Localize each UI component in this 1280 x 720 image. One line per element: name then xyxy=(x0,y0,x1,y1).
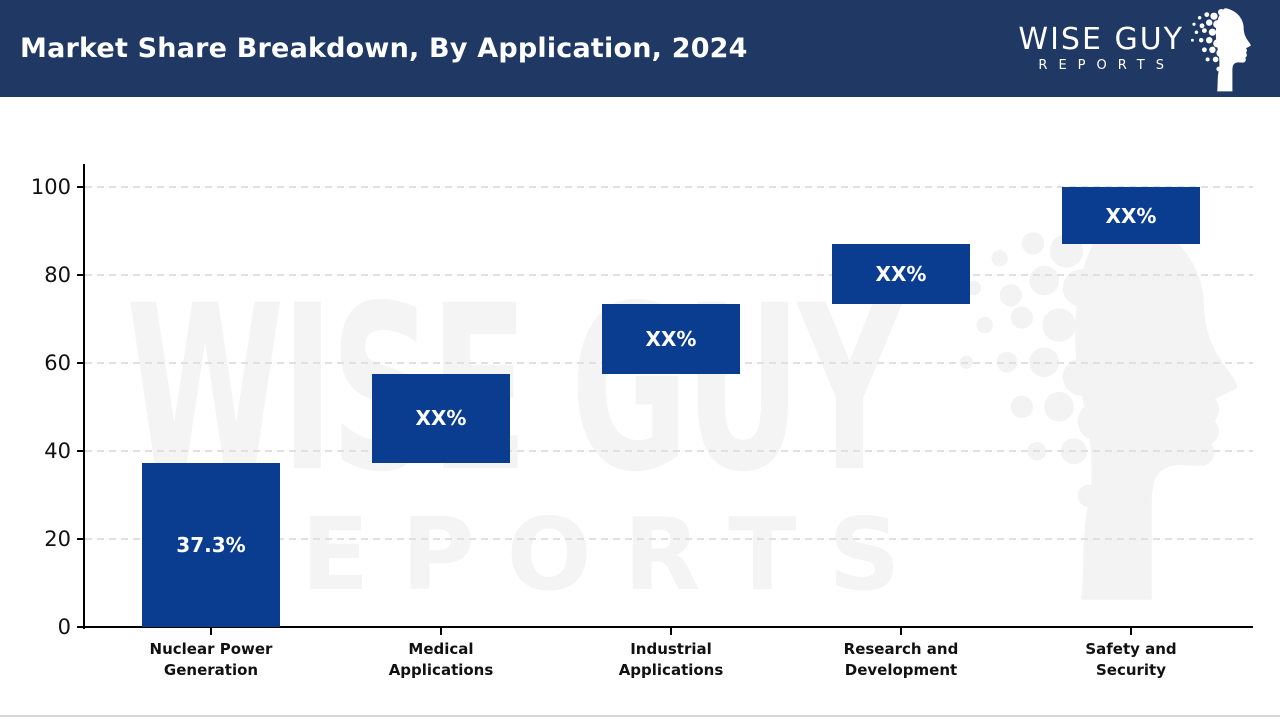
watermark-subtext: REPORTS xyxy=(192,496,933,613)
logo-head-icon xyxy=(1190,7,1251,91)
logo-text: WISE GUY REPORTS xyxy=(1018,22,1184,73)
bar-industrial-applications: XX% xyxy=(602,303,740,374)
watermark-head-icon xyxy=(959,213,1238,600)
y-tick-label-40: 40 xyxy=(44,439,71,463)
gridline-20 xyxy=(85,538,1253,540)
y-tickmark-80 xyxy=(77,274,85,276)
bar-value-label: XX% xyxy=(875,261,927,286)
bar-value-label: XX% xyxy=(415,406,467,431)
x-tickmark-0 xyxy=(210,628,212,635)
x-category-label-0: Nuclear Power Generation xyxy=(149,640,273,679)
watermark-wordmark: WISE GUY xyxy=(126,256,902,522)
x-axis-line xyxy=(83,626,1253,628)
bar-nuclear-power-generation: 37.3% xyxy=(142,462,280,627)
x-tickmark-3 xyxy=(900,628,902,635)
x-tickmark-4 xyxy=(1130,628,1132,635)
bar-research-and-development: XX% xyxy=(832,244,970,304)
bar-safety-and-security: XX% xyxy=(1062,187,1200,245)
logo-subtext: REPORTS xyxy=(1038,58,1176,73)
y-tick-label-20: 20 xyxy=(44,527,71,551)
y-axis-line xyxy=(83,164,85,629)
logo-wordmark: WISE GUY xyxy=(1018,22,1184,57)
x-tickmark-2 xyxy=(670,628,672,635)
y-tickmark-40 xyxy=(77,450,85,452)
y-tickmark-0 xyxy=(77,626,85,628)
logo: WISE GUY REPORTS xyxy=(1018,5,1266,93)
y-tick-label-100: 100 xyxy=(30,175,71,199)
gridline-100 xyxy=(85,186,1253,188)
header: Market Share Breakdown, By Application, … xyxy=(0,0,1280,97)
bar-medical-applications: XX% xyxy=(372,373,510,463)
x-category-label-3: Research and Development xyxy=(843,640,959,679)
bar-value-label: XX% xyxy=(1105,203,1157,228)
y-tick-label-60: 60 xyxy=(44,351,71,375)
y-tick-label-80: 80 xyxy=(44,263,71,287)
bottom-rule xyxy=(0,715,1280,717)
y-tickmark-20 xyxy=(77,538,85,540)
bar-value-label: XX% xyxy=(645,326,697,351)
x-category-label-2: Industrial Applications xyxy=(618,640,724,679)
page-title: Market Share Breakdown, By Application, … xyxy=(20,33,748,64)
x-tickmark-1 xyxy=(440,628,442,635)
gridline-80 xyxy=(85,274,1253,276)
x-category-label-1: Medical Applications xyxy=(388,640,494,679)
y-tickmark-60 xyxy=(77,362,85,364)
bar-value-label: 37.3% xyxy=(176,532,246,557)
gridline-40 xyxy=(85,450,1253,452)
y-tick-label-0: 0 xyxy=(57,615,71,639)
y-tickmark-100 xyxy=(77,186,85,188)
x-category-label-4: Safety and Security xyxy=(1085,640,1177,679)
